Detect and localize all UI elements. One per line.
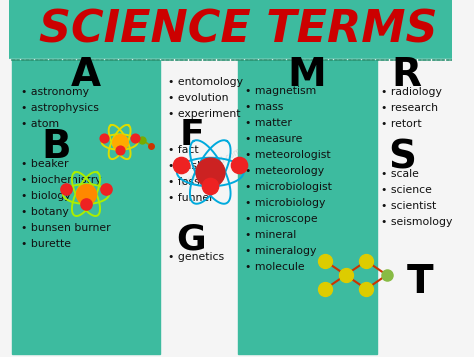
Text: • biochemistry: • biochemistry bbox=[20, 175, 101, 185]
Text: • meteorology: • meteorology bbox=[245, 166, 324, 176]
Bar bbox=[9, 59, 452, 357]
Text: • fossil: • fossil bbox=[168, 177, 206, 187]
Text: T: T bbox=[407, 263, 434, 301]
Text: • mass: • mass bbox=[245, 102, 283, 112]
Text: • genetics: • genetics bbox=[168, 252, 224, 262]
Text: • scale: • scale bbox=[381, 169, 419, 179]
Bar bbox=[12, 60, 160, 354]
Text: • fact: • fact bbox=[168, 145, 199, 155]
Text: • seismology: • seismology bbox=[381, 217, 453, 227]
Text: • beaker: • beaker bbox=[20, 159, 68, 169]
Text: • evolution: • evolution bbox=[168, 93, 228, 103]
Text: • radiology: • radiology bbox=[381, 87, 442, 97]
Text: G: G bbox=[177, 222, 206, 256]
Text: B: B bbox=[41, 128, 71, 166]
Text: • microscope: • microscope bbox=[245, 214, 318, 224]
Text: • matter: • matter bbox=[245, 118, 292, 128]
Text: R: R bbox=[392, 56, 421, 94]
Text: • bunsen burner: • bunsen burner bbox=[20, 223, 110, 233]
Text: • retort: • retort bbox=[381, 119, 422, 129]
Text: • scientist: • scientist bbox=[381, 201, 437, 211]
Text: • molecule: • molecule bbox=[245, 262, 304, 272]
Text: F: F bbox=[179, 118, 204, 152]
Text: www.turtland.com: www.turtland.com bbox=[178, 146, 243, 188]
Text: • astronomy: • astronomy bbox=[20, 87, 89, 97]
Text: • flask: • flask bbox=[168, 161, 203, 171]
Text: • mineral: • mineral bbox=[245, 230, 296, 240]
Text: • experiment: • experiment bbox=[168, 109, 241, 119]
Text: • microbiologist: • microbiologist bbox=[245, 182, 332, 192]
Text: • measure: • measure bbox=[245, 134, 302, 144]
Text: A: A bbox=[71, 56, 101, 94]
Text: • biology: • biology bbox=[20, 191, 70, 201]
Text: • mineralogy: • mineralogy bbox=[245, 246, 316, 256]
Bar bbox=[238, 60, 376, 354]
Text: • magnetism: • magnetism bbox=[245, 86, 316, 96]
Text: • atom: • atom bbox=[20, 119, 59, 129]
Text: • astrophysics: • astrophysics bbox=[20, 103, 99, 113]
Text: • research: • research bbox=[381, 103, 438, 113]
Text: • microbiology: • microbiology bbox=[245, 198, 325, 208]
Text: • funnel: • funnel bbox=[168, 193, 212, 203]
Text: S: S bbox=[388, 138, 416, 176]
Text: SCIENCE TERMS: SCIENCE TERMS bbox=[39, 9, 438, 51]
Text: • science: • science bbox=[381, 185, 432, 195]
Text: • meteorologist: • meteorologist bbox=[245, 150, 330, 160]
Text: • entomology: • entomology bbox=[168, 77, 243, 87]
Text: • burette: • burette bbox=[20, 239, 71, 249]
Text: M: M bbox=[287, 56, 326, 94]
Bar bbox=[9, 0, 452, 59]
Text: • botany: • botany bbox=[20, 207, 68, 217]
